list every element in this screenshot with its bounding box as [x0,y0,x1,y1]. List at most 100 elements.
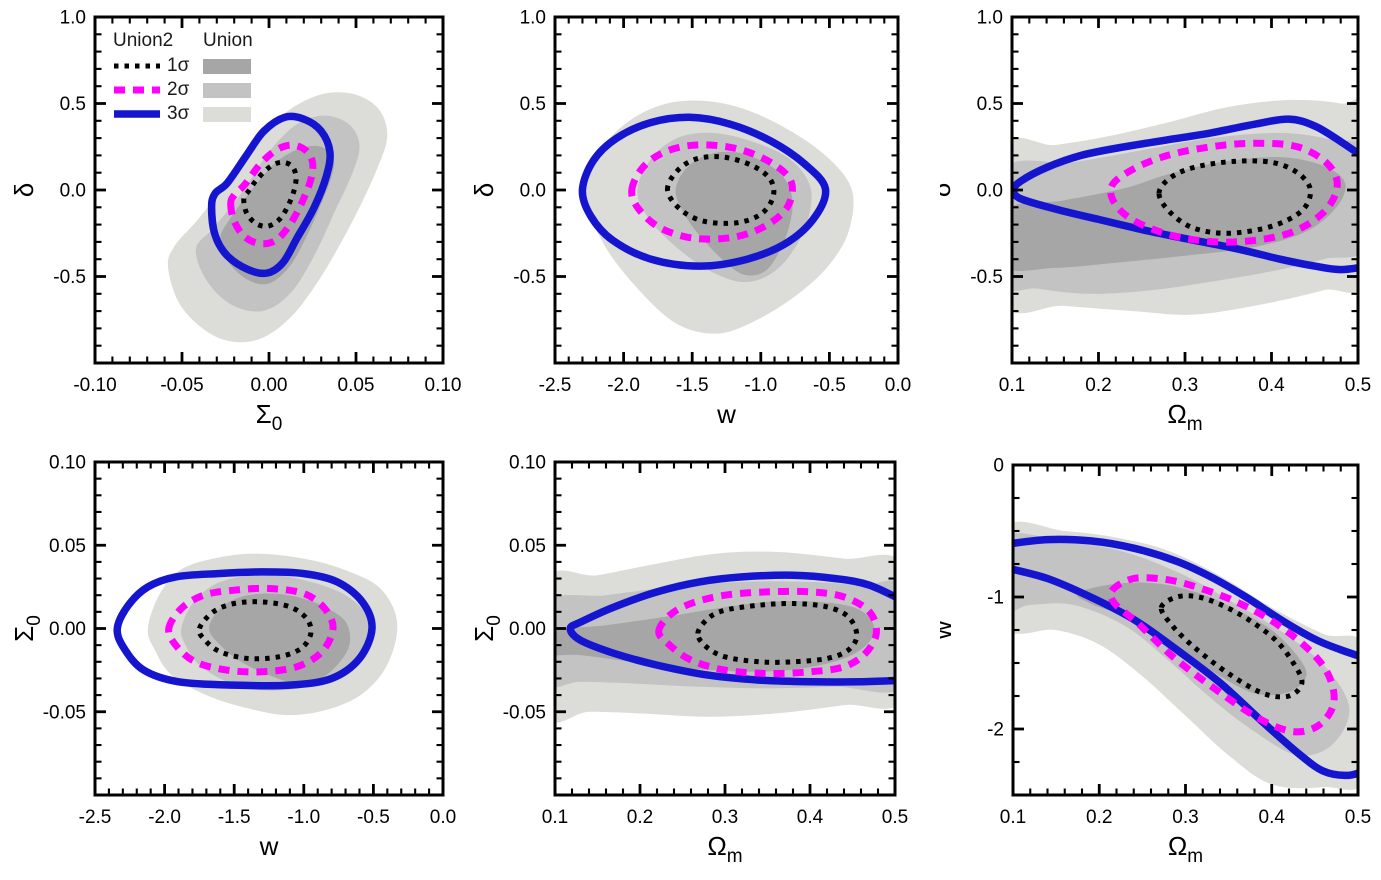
legend-swatch-3sigma [203,106,251,122]
x-tick-label: -1.5 [676,375,709,396]
legend-union-title: Union [203,30,253,51]
y-tick-label: 1.0 [60,8,86,29]
contour-union2-1sigma [664,154,777,226]
y-tick-label: 0.00 [509,619,546,640]
y-tick-label: -0.5 [53,267,86,288]
y-tick-label: -0.5 [970,267,1003,288]
x-tick-label: 0.0 [885,375,911,396]
x-tick-label: 0.1 [999,375,1025,396]
y-tick-label: 0 [993,456,1004,477]
x-tick-label: 0.2 [627,807,653,828]
contour-union-1sigma [1012,157,1346,271]
legend-label-3sigma: 3σ [167,103,190,124]
x-tick-label: -2.5 [539,375,572,396]
contour-union-1sigma [675,151,793,276]
x-axis-title: Ωm [707,831,742,867]
x-tick-label: -0.5 [357,807,390,828]
y-tick-label: 0.5 [977,94,1003,115]
y-tick-label: -0.5 [513,267,546,288]
x-tick-label: 0.3 [1172,375,1198,396]
contour-union2-3sigma [207,112,334,278]
legend-row-3sigma: 3σ [113,102,253,126]
panel-sigma0-vs-w: -2.5 -2.0 -1.5 -1.0 -0.5 0.0 0.10 0.05 0.00 -0.05… [9,453,456,862]
contour-union2-3sigma [1013,565,1358,780]
x-tick-label: 0.4 [797,807,824,828]
x-tick-label: 0.1 [1000,807,1026,828]
contour-union-1sigma [1076,582,1307,696]
y-tick-label: 0.10 [49,453,86,474]
y-tick-label: 1.0 [520,8,546,29]
legend-label-1sigma: 1σ [167,55,190,76]
x-tick-label: 0.1 [542,807,568,828]
contour-union2-3sigma [578,113,830,270]
legend-headers: Union2 Union [113,30,253,52]
x-tick-label: 0.3 [712,807,738,828]
x-tick-label: -2.5 [79,807,112,828]
legend: Union2 Union 1σ 2σ 3σ [113,30,253,126]
contour-union2-3sigma [1013,535,1358,660]
x-axis-title: Ωm [1167,399,1202,435]
panel-w-vs-omegam: 0.1 0.2 0.3 0.4 0.5 0 -1 -2 Ωm w [940,456,1371,868]
y-tick-label: 0.00 [49,619,86,640]
legend-line-2sigma-icon [114,86,160,94]
legend-swatch-2sigma [203,82,251,98]
y-axis-title: w [940,620,957,640]
legend-union2-title: Union2 [113,30,174,51]
panel-delta-vs-sigma0: -0.10 -0.05 0.00 0.05 0.10 1.0 0.5 0.0 -0.5 Σ0 δ [9,8,462,436]
y-tick-label: -0.05 [43,702,86,723]
y-tick-label: 0.0 [977,181,1003,202]
y-axis-title: δ [9,183,39,197]
x-axis-title: Σ0 [256,399,283,435]
panel-delta-vs-omegam: 0.1 0.2 0.3 0.4 0.5 1.0 0.5 0.0 -0.5 Ωm δ [940,8,1371,436]
x-tick-label: -1.0 [744,375,777,396]
y-tick-label: 0.10 [509,453,546,474]
contour-union2-1sigma [1158,593,1305,700]
x-tick-label: -0.5 [813,375,846,396]
x-axis-title: w [716,399,736,429]
x-tick-label: 0.4 [1259,807,1286,828]
legend-row-2sigma: 2σ [113,78,253,102]
contour-union-1sigma [555,601,875,672]
y-axis-title: δ [940,183,956,197]
x-tick-label: 0.5 [1345,807,1371,828]
panel-sigma0-vs-omegam: 0.1 0.2 0.3 0.4 0.5 0.10 0.05 0.00 -0.05 Ωm Σ0 [470,453,908,868]
contour-union2-1sigma [196,599,314,662]
x-tick-label: 0.05 [338,375,375,396]
y-tick-label: 0.0 [60,181,86,202]
legend-line-1sigma-icon [114,63,160,69]
y-tick-label: 0.5 [520,94,546,115]
contour-union-1sigma [220,145,335,285]
contour-union2-1sigma [695,600,860,665]
y-tick-label: -2 [987,720,1004,741]
y-tick-label: -1 [987,588,1004,609]
y-axis-title: Σ0 [470,615,505,642]
x-tick-label: 0.5 [1345,375,1371,396]
contour-union2-1sigma [241,159,299,229]
x-tick-label: -2.0 [607,375,640,396]
x-tick-label: -0.05 [160,375,203,396]
x-tick-label: -2.0 [148,807,181,828]
x-tick-label: 0.0 [430,807,456,828]
contour-union2-2sigma [1107,139,1341,246]
y-tick-label: 0.05 [49,536,86,557]
x-tick-label: -1.0 [287,807,320,828]
x-tick-label: 0.3 [1172,807,1198,828]
x-tick-label: -0.10 [73,375,116,396]
contour-union2-3sigma [1012,115,1358,274]
y-tick-label: 0.05 [509,536,546,557]
y-tick-label: 1.0 [977,8,1003,29]
x-tick-label: 0.2 [1085,375,1111,396]
legend-label-2sigma: 2σ [167,79,190,100]
contour-union2-3sigma [113,568,376,690]
y-axis-title: δ [470,183,499,197]
y-tick-label: 0.5 [60,94,86,115]
contour-union2-2sigma [655,587,880,678]
x-tick-label: 0.10 [425,375,462,396]
legend-row-1sigma: 1σ [113,54,253,78]
legend-line-3sigma-icon [114,110,160,118]
contour-union2-2sigma [628,141,796,243]
x-tick-label: -1.5 [218,807,251,828]
contour-union2-2sigma [1107,574,1338,736]
x-tick-label: 0.00 [251,375,288,396]
